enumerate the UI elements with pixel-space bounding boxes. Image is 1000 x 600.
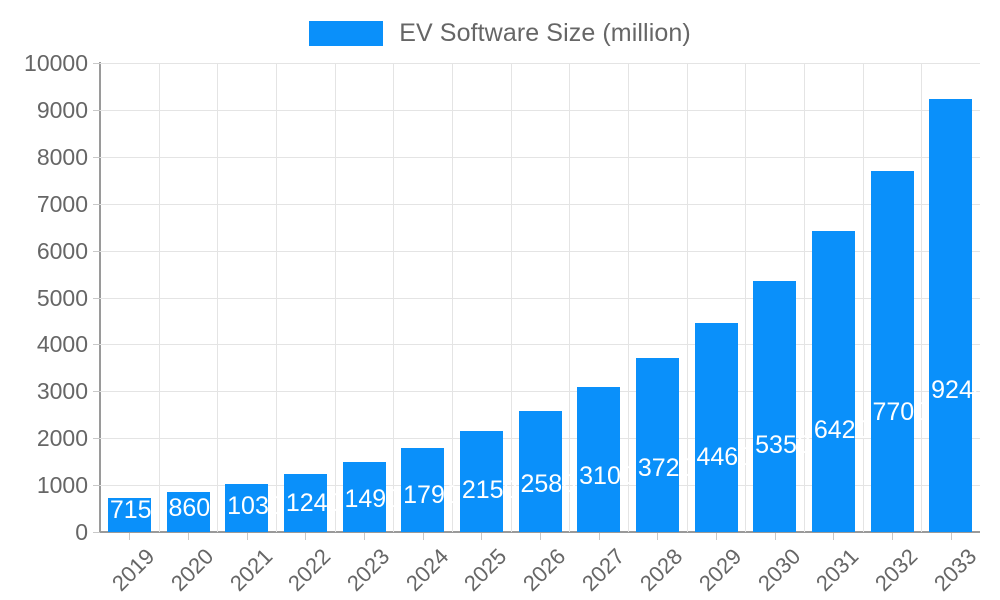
bar[interactable] (107, 498, 151, 532)
y-axis-tick-label: 5000 (36, 284, 88, 311)
y-axis-tick-label: 4000 (36, 331, 88, 358)
legend-color-swatch[interactable] (309, 20, 384, 46)
bar[interactable] (283, 473, 327, 532)
x-axis-tick-label: 2023 (341, 543, 395, 596)
y-axis-tick-label: 3000 (36, 378, 88, 405)
x-axis-tick-mark (540, 533, 541, 540)
legend-label: EV Software Size (million) (399, 18, 691, 47)
x-axis-tick-label: 2020 (165, 543, 219, 596)
bar[interactable] (635, 357, 679, 532)
x-axis-tick-mark (305, 533, 306, 540)
bar[interactable] (694, 322, 738, 532)
x-axis-tick-mark (657, 533, 658, 540)
gridline-vertical (217, 63, 218, 532)
y-axis-tick-mark (93, 485, 100, 487)
x-axis-tick-mark (716, 533, 717, 540)
gridline-horizontal (100, 156, 980, 158)
x-axis-tick-label: 2022 (283, 543, 336, 596)
x-axis-tick-label: 2030 (752, 543, 805, 596)
x-axis-line (99, 531, 980, 533)
y-axis-tick-mark (93, 63, 100, 64)
bar[interactable] (459, 431, 503, 532)
bar[interactable] (870, 170, 914, 532)
gridline-horizontal (100, 250, 980, 252)
gridline-vertical (511, 63, 512, 532)
x-axis-tick-label: 2026 (517, 543, 571, 596)
gridline-vertical (335, 63, 336, 532)
x-axis-tick-label: 2032 (869, 543, 923, 596)
bar[interactable] (929, 98, 973, 532)
bars-layer: 715 860 1030 1240 1490 1790 2150 2580 3100 3720 44… (100, 63, 980, 532)
gridline-horizontal (100, 297, 980, 299)
y-axis-tick-mark (93, 156, 100, 158)
chart-legend[interactable]: EV Software Size (million) (0, 12, 1000, 54)
bar[interactable] (225, 483, 269, 532)
x-axis-tick-mark (423, 533, 424, 540)
y-axis-tick-mark (93, 109, 100, 111)
bar[interactable] (342, 462, 386, 532)
gridline-vertical (628, 63, 629, 532)
gridline-vertical (863, 63, 864, 532)
gridline-horizontal (100, 344, 980, 346)
gridline-horizontal (100, 109, 980, 111)
x-axis-tick-mark (481, 533, 482, 540)
y-axis-tick-label: 10000 (24, 50, 88, 76)
x-axis-tick-label: 2021 (224, 543, 277, 596)
gridline-vertical (921, 63, 922, 532)
bar[interactable] (401, 448, 445, 532)
x-axis-tick-mark (188, 533, 189, 540)
gridline-vertical (804, 63, 805, 532)
x-axis-tick-label: 2031 (811, 543, 864, 596)
y-axis-tick-label: 7000 (36, 190, 88, 217)
gridline-vertical (159, 63, 160, 532)
gridline-vertical (276, 63, 277, 532)
y-axis-tick-mark (93, 344, 100, 346)
gridline-vertical (452, 63, 453, 532)
x-axis-tick-mark (951, 533, 952, 540)
gridline-vertical (687, 63, 688, 532)
x-axis-tick-mark (833, 533, 834, 540)
y-axis-tick-label: 0 (75, 519, 88, 545)
x-axis-tick-label: 2019 (107, 543, 160, 596)
x-axis-tick-label: 2027 (576, 543, 629, 596)
y-axis-tick-mark (93, 532, 100, 533)
bar[interactable] (166, 491, 210, 532)
y-axis-tick-label: 8000 (36, 143, 88, 170)
bar[interactable] (577, 386, 621, 532)
y-axis-tick-label: 2000 (36, 425, 88, 452)
y-axis-tick-mark (93, 438, 100, 440)
x-axis-tick-label: 2024 (400, 543, 453, 596)
gridline-horizontal (100, 391, 980, 393)
x-axis-tick-label: 2028 (635, 543, 688, 596)
bar[interactable] (518, 411, 562, 532)
x-axis-tick-mark (129, 533, 130, 540)
y-axis-tick-mark (93, 203, 100, 205)
y-axis-tick-mark (93, 391, 100, 393)
bar[interactable] (811, 230, 855, 532)
plot-area: 715 860 1030 1240 1490 1790 2150 2580 3100 3720 44… (100, 63, 980, 532)
x-axis-tick-label: 2029 (693, 543, 747, 596)
x-axis-tick-label: 2025 (459, 543, 512, 596)
x-axis-tick-mark (247, 533, 248, 540)
gridline-horizontal (100, 63, 980, 64)
gridline-vertical (745, 63, 746, 532)
gridline-vertical (569, 63, 570, 532)
x-axis-tick-label: 2033 (928, 543, 981, 596)
bar[interactable] (753, 281, 797, 532)
x-axis-tick-mark (364, 533, 365, 540)
gridline-horizontal (100, 203, 980, 205)
y-axis-tick-mark (93, 297, 100, 299)
x-axis-tick-mark (599, 533, 600, 540)
y-axis-tick-label: 9000 (36, 96, 88, 123)
y-axis-tick-mark (93, 250, 100, 252)
y-axis-tick-label: 6000 (36, 237, 88, 264)
x-axis-tick-mark (775, 533, 776, 540)
x-axis-tick-mark (892, 533, 893, 540)
gridline-vertical (393, 63, 394, 532)
y-axis-tick-label: 1000 (36, 472, 88, 499)
